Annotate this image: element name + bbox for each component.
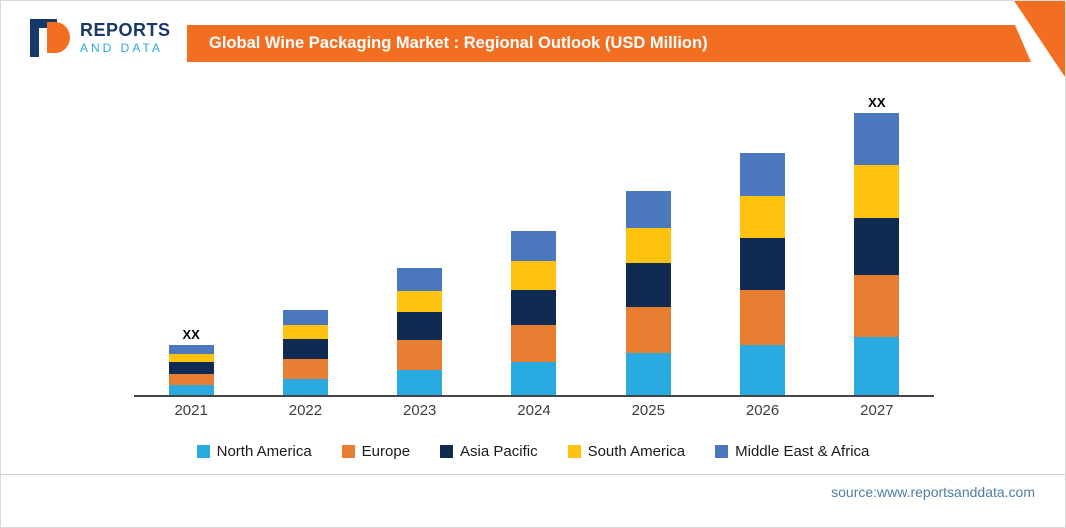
bar-segment	[168, 385, 214, 395]
legend: North America Europe Asia Pacific South Ame…	[1, 443, 1065, 460]
chart-title: Global Wine Packaging Market : Regional …	[209, 34, 708, 52]
x-axis-label: 2026	[745, 402, 780, 419]
bar-segment	[854, 218, 900, 275]
bar-column	[705, 79, 819, 395]
bar-segment	[397, 268, 443, 291]
bar-segment	[511, 261, 557, 290]
legend-label: Europe	[361, 443, 411, 460]
legend-swatch	[567, 445, 581, 458]
bar-value-label: XX	[182, 327, 200, 342]
bar-segment	[740, 345, 786, 395]
bar-segment	[854, 275, 900, 337]
bar-segment	[625, 228, 671, 263]
legend-item: North America	[196, 443, 312, 460]
bar-segment	[511, 325, 557, 362]
bar-segment	[740, 196, 786, 238]
x-axis-label: 2024	[517, 402, 551, 419]
bar-segment	[625, 191, 671, 228]
legend-swatch	[341, 445, 355, 458]
x-axis-label: 2025	[631, 402, 665, 419]
bar-column	[591, 79, 705, 395]
bar-segment	[511, 290, 557, 325]
bar-segment	[511, 231, 557, 261]
bar-segment	[397, 370, 443, 395]
source-link[interactable]: source:www.reportsanddata.com	[831, 484, 1035, 500]
bar-column	[363, 79, 477, 395]
bar-segment	[397, 312, 443, 340]
legend-label: North America	[216, 443, 312, 460]
bar-segment	[854, 113, 900, 165]
bar-segment	[168, 374, 214, 385]
legend-item: Middle East & Africa	[715, 443, 869, 460]
legend-swatch	[440, 445, 454, 458]
x-axis-labels: 2021 2022 2023 2024 2025 2026 2027	[134, 402, 934, 419]
title-banner: Global Wine Packaging Market : Regional …	[187, 25, 1031, 62]
bar-segment	[168, 354, 214, 362]
bar-segment	[282, 310, 328, 325]
bar-column: XX	[134, 79, 248, 395]
bar-column	[248, 79, 362, 395]
legend-item: Europe	[341, 443, 411, 460]
bar-segment	[740, 290, 786, 345]
brand-logo: REPORTS AND DATA	[27, 16, 171, 60]
legend-swatch	[715, 445, 729, 458]
bar-segment	[511, 362, 557, 395]
legend-item: South America	[567, 443, 686, 460]
bar-segment	[625, 353, 671, 395]
bar-segment	[168, 362, 214, 374]
bar-column	[477, 79, 591, 395]
bar-column: XX	[820, 79, 934, 395]
bar-segment	[740, 238, 786, 290]
logo-text-and-data: AND DATA	[80, 40, 163, 55]
x-axis-label: 2022	[288, 402, 323, 419]
bar-value-label: XX	[868, 95, 886, 110]
x-axis-label: 2021	[174, 402, 208, 419]
legend-label: Asia Pacific	[460, 443, 538, 460]
reports-and-data-logo-icon	[30, 19, 70, 57]
x-axis-label: 2023	[403, 402, 437, 419]
legend-label: South America	[587, 443, 686, 460]
plot-area: XX XX	[134, 79, 934, 397]
legend-label: Middle East & Africa	[735, 443, 870, 460]
bar-segment	[397, 340, 443, 370]
bar-segment	[854, 165, 900, 218]
bar-segment	[282, 379, 328, 395]
legend-swatch	[196, 445, 210, 458]
brand-logo-text: REPORTS AND DATA	[80, 19, 171, 56]
legend-item: Asia Pacific	[440, 443, 538, 460]
bar-segment	[740, 153, 786, 196]
bar-segment	[282, 339, 328, 359]
x-axis-label: 2027	[860, 402, 894, 419]
bar-segment	[854, 337, 900, 395]
bar-segment	[625, 263, 671, 307]
bar-segment	[282, 325, 328, 339]
logo-text-reports: REPORTS	[80, 19, 171, 40]
bar-segment	[397, 291, 443, 312]
bar-segment	[625, 307, 671, 353]
bar-segment	[282, 359, 328, 379]
footer-divider	[1, 474, 1065, 475]
bar-segment	[168, 345, 214, 354]
